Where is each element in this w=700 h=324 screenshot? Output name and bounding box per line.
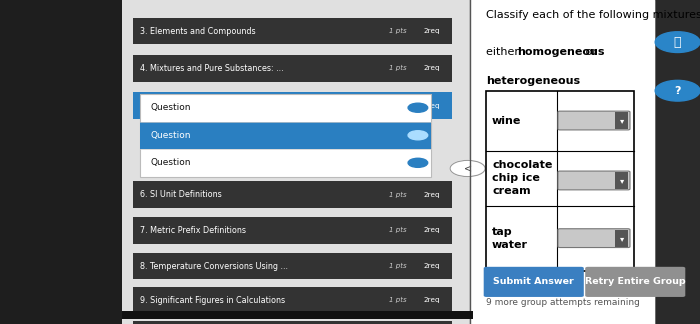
Text: Question: Question bbox=[150, 131, 191, 140]
FancyBboxPatch shape bbox=[133, 287, 452, 313]
Text: 9 more group attempts remaining: 9 more group attempts remaining bbox=[486, 298, 640, 307]
FancyBboxPatch shape bbox=[655, 0, 700, 324]
FancyBboxPatch shape bbox=[133, 181, 452, 208]
Text: Classify each of the following mixtures as: Classify each of the following mixtures … bbox=[486, 10, 700, 20]
FancyBboxPatch shape bbox=[615, 112, 628, 129]
Text: either: either bbox=[486, 47, 523, 57]
Text: wine: wine bbox=[492, 116, 522, 125]
FancyBboxPatch shape bbox=[484, 267, 584, 297]
FancyBboxPatch shape bbox=[133, 55, 452, 82]
FancyBboxPatch shape bbox=[140, 122, 430, 149]
Text: 2req: 2req bbox=[424, 65, 440, 71]
Text: 2req: 2req bbox=[424, 103, 440, 109]
Text: heterogeneous: heterogeneous bbox=[486, 76, 580, 86]
Circle shape bbox=[408, 131, 428, 140]
Text: 2req: 2req bbox=[424, 227, 440, 233]
FancyBboxPatch shape bbox=[558, 171, 630, 190]
FancyBboxPatch shape bbox=[133, 321, 452, 324]
Text: 2req: 2req bbox=[424, 192, 440, 198]
Text: 7. Metric Prefix Definitions: 7. Metric Prefix Definitions bbox=[140, 226, 246, 235]
FancyBboxPatch shape bbox=[0, 0, 122, 324]
Text: Retry Entire Group: Retry Entire Group bbox=[585, 277, 685, 286]
Text: 6. SI Unit Definitions: 6. SI Unit Definitions bbox=[140, 190, 222, 199]
Text: 1 pts: 1 pts bbox=[389, 28, 406, 34]
FancyBboxPatch shape bbox=[122, 0, 469, 324]
FancyBboxPatch shape bbox=[133, 18, 452, 44]
Text: 1 pts: 1 pts bbox=[389, 263, 406, 269]
Text: 1 pts: 1 pts bbox=[389, 227, 406, 233]
Text: homogeneous: homogeneous bbox=[517, 47, 605, 57]
FancyBboxPatch shape bbox=[615, 230, 628, 247]
Text: 4. Mixtures and Pure Substances: ...: 4. Mixtures and Pure Substances: ... bbox=[140, 64, 284, 73]
FancyBboxPatch shape bbox=[133, 92, 452, 119]
Text: 1 pts: 1 pts bbox=[389, 192, 406, 198]
Text: 1 pts: 1 pts bbox=[389, 65, 406, 71]
Text: 8. Temperature Conversions Using ...: 8. Temperature Conversions Using ... bbox=[140, 261, 288, 271]
FancyBboxPatch shape bbox=[558, 111, 630, 130]
Text: tap
water: tap water bbox=[492, 226, 528, 250]
Text: 2req: 2req bbox=[424, 297, 440, 303]
Circle shape bbox=[655, 80, 700, 101]
FancyBboxPatch shape bbox=[470, 0, 655, 324]
Text: 1 pts: 1 pts bbox=[389, 297, 406, 303]
Circle shape bbox=[408, 103, 428, 112]
Text: 2req: 2req bbox=[424, 263, 440, 269]
Circle shape bbox=[408, 158, 428, 168]
Circle shape bbox=[450, 160, 485, 177]
Text: Question: Question bbox=[150, 103, 191, 112]
Text: ▾: ▾ bbox=[620, 116, 624, 125]
FancyBboxPatch shape bbox=[585, 267, 685, 297]
Text: 2req: 2req bbox=[424, 28, 440, 34]
FancyBboxPatch shape bbox=[140, 94, 430, 177]
FancyBboxPatch shape bbox=[133, 253, 452, 279]
Text: <: < bbox=[463, 164, 472, 173]
FancyBboxPatch shape bbox=[122, 311, 473, 319]
FancyBboxPatch shape bbox=[486, 91, 634, 271]
FancyBboxPatch shape bbox=[558, 229, 630, 248]
Text: :: : bbox=[562, 76, 566, 86]
Text: Submit Answer: Submit Answer bbox=[494, 277, 574, 286]
Text: ▾: ▾ bbox=[620, 234, 624, 243]
FancyBboxPatch shape bbox=[133, 217, 452, 244]
FancyBboxPatch shape bbox=[615, 172, 628, 189]
Text: or: or bbox=[582, 47, 596, 57]
Circle shape bbox=[655, 32, 700, 52]
Text: chocolate
chip ice
cream: chocolate chip ice cream bbox=[492, 160, 552, 196]
Text: 9. Significant Figures in Calculations: 9. Significant Figures in Calculations bbox=[140, 295, 285, 305]
Text: ▾: ▾ bbox=[620, 176, 624, 185]
Text: ⌒: ⌒ bbox=[674, 36, 681, 49]
Text: 1 pts: 1 pts bbox=[389, 103, 406, 109]
Text: Question: Question bbox=[150, 158, 191, 167]
Text: 3. Elements and Compounds: 3. Elements and Compounds bbox=[140, 27, 256, 36]
Text: 5. Mixtures and Pure Substances: ...: 5. Mixtures and Pure Substances: ... bbox=[140, 101, 284, 110]
Text: ?: ? bbox=[674, 86, 681, 96]
